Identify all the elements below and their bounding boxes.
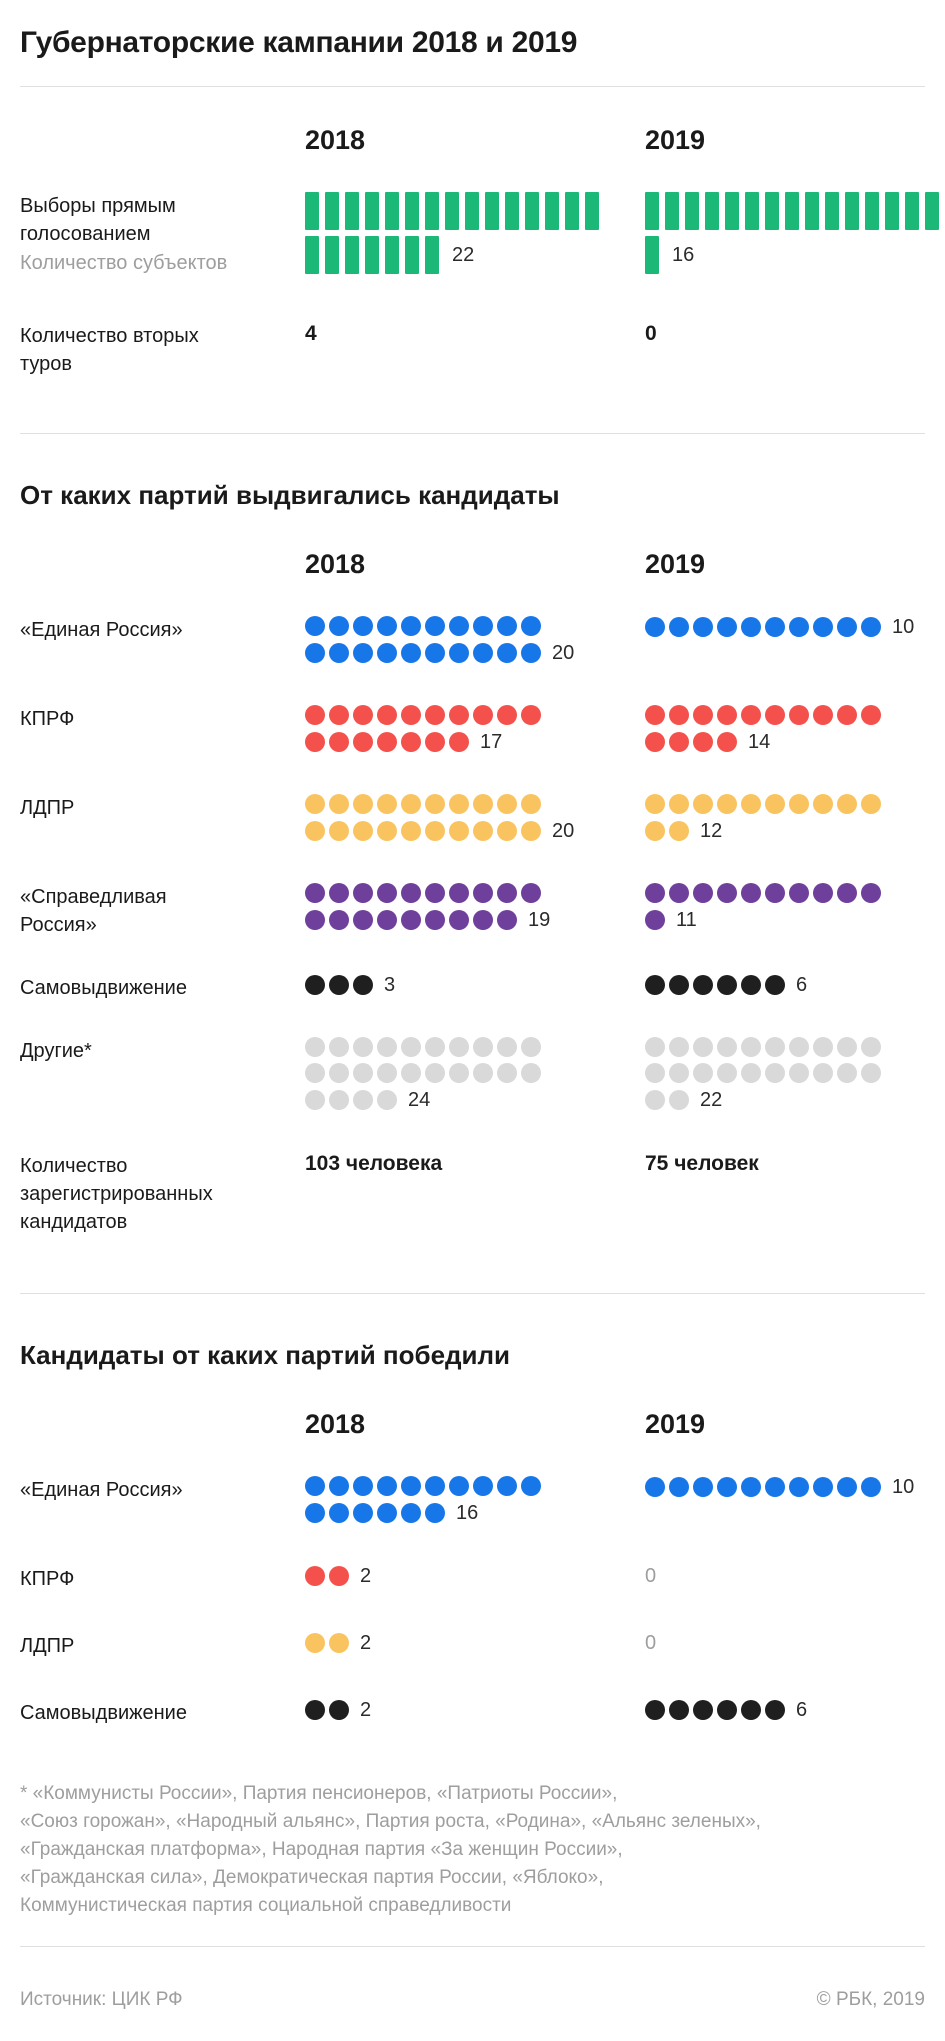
year-header-2019: 2019 [645,1408,706,1439]
row-label: «Справедливая Россия» [20,885,167,937]
table-row-others: Другие* 24 22 [20,1036,925,1118]
year-header-2018: 2018 [305,548,366,579]
pictograph-2018: 2 [305,1632,645,1661]
pictograph-2018: 24 [305,1036,645,1118]
table-row-winners-ldpr: ЛДПР 2 0 [20,1632,925,1661]
pictograph-2018: 16 [305,1475,645,1531]
section-title: От каких партий выдвигались кандидаты [20,479,560,510]
pictograph-2019: 12 [645,793,925,849]
row-sublabel: Количество субъектов [20,251,228,274]
pictograph-2019: 10 [645,1476,925,1505]
table-row-self-nominated: Самовыдвижение 3 6 [20,974,925,1003]
year-header-row: 2018 2019 [20,125,925,156]
pictograph-2019: 0 [645,1564,657,1587]
pictograph-bars-2019: 16 [645,192,945,280]
footer: Источник: ЦИК РФ © РБК, 2019 [20,1989,925,2011]
section-title: Кандидаты от каких партий победили [20,1339,511,1370]
pictograph-bars-2018: 22 [305,192,645,280]
page-title: Губернаторские кампании 2018 и 2019 [20,26,578,59]
year-header-2019: 2019 [645,125,706,155]
row-label: «Единая Россия» [20,1478,183,1501]
divider [20,86,925,87]
year-header-row: 2018 2019 [20,1409,925,1440]
table-row-registered-total: Количество зарегистрированных кандидатов… [20,1152,925,1237]
divider [20,432,925,434]
pictograph-2019: 22 [645,1036,925,1118]
pictograph-2018: 2 [305,1565,645,1594]
pictograph-2018: 19 [305,882,645,938]
table-row-fair-russia: «Справедливая Россия» 19 11 [20,882,925,940]
row-label: Выборы прямым голосованием [20,195,176,246]
table-row-winners-kprf: КПРФ 2 0 [20,1565,925,1594]
value-2019: 0 [645,322,657,345]
table-row-united-russia: «Единая Россия» 20 10 [20,615,925,671]
pictograph-2019: 6 [645,1699,925,1728]
divider [20,1292,925,1294]
pictograph-2019: 14 [645,704,925,760]
row-label: ЛДПР [20,796,75,819]
table-row-second-rounds: Количество вторых туров 4 0 [20,322,925,379]
total-2018: 103 человека [305,1151,443,1175]
row-label: Количество вторых туров [20,325,199,376]
row-label: ЛДПР [20,1634,75,1657]
divider [20,1945,925,1947]
pictograph-2018: 17 [305,704,645,760]
row-label: Количество зарегистрированных кандидатов [20,1154,213,1234]
table-row-winners-united-russia: «Единая Россия» 16 10 [20,1475,925,1531]
section-winners: Кандидаты от каких партий победили 2018 … [20,1340,925,1728]
pictograph-2018: 20 [305,793,645,849]
copyright-label: © РБК, 2019 [816,1988,925,2010]
pictograph-2018: 3 [305,974,645,1003]
table-row-direct-elections: Выборы прямым голосованием Количество су… [20,192,939,280]
row-label: Самовыдвижение [20,1701,187,1724]
row-label: «Единая Россия» [20,618,183,641]
row-label: Самовыдвижение [20,976,187,999]
row-label: КПРФ [20,707,75,730]
section-nominations: От каких партий выдвигались кандидаты 20… [20,480,925,1237]
table-row-ldpr: ЛДПР 20 12 [20,793,925,849]
pictograph-2019: 11 [645,882,925,938]
table-row-kprf: КПРФ 17 14 [20,704,925,760]
year-header-2018: 2018 [305,125,366,155]
year-header-row: 2018 2019 [20,549,925,580]
pictograph-2018: 20 [305,615,645,671]
value-2018: 4 [305,322,317,345]
pictograph-2018: 2 [305,1699,645,1728]
footnote: * «Коммунисты России», Партия пенсионеро… [20,1782,761,1916]
row-label: КПРФ [20,1567,75,1590]
pictograph-2019: 10 [645,616,925,645]
source-label: Источник: ЦИК РФ [20,1988,183,2010]
total-2019: 75 человек [645,1151,759,1175]
pictograph-2019: 6 [645,974,925,1003]
section-campaigns: 2018 2019 Выборы прямым голосованием Кол… [20,125,939,379]
row-label: Другие* [20,1039,92,1062]
year-header-2019: 2019 [645,548,706,579]
table-row-winners-self-nominated: Самовыдвижение 2 6 [20,1699,925,1728]
pictograph-2019: 0 [645,1631,657,1654]
year-header-2018: 2018 [305,1408,366,1439]
